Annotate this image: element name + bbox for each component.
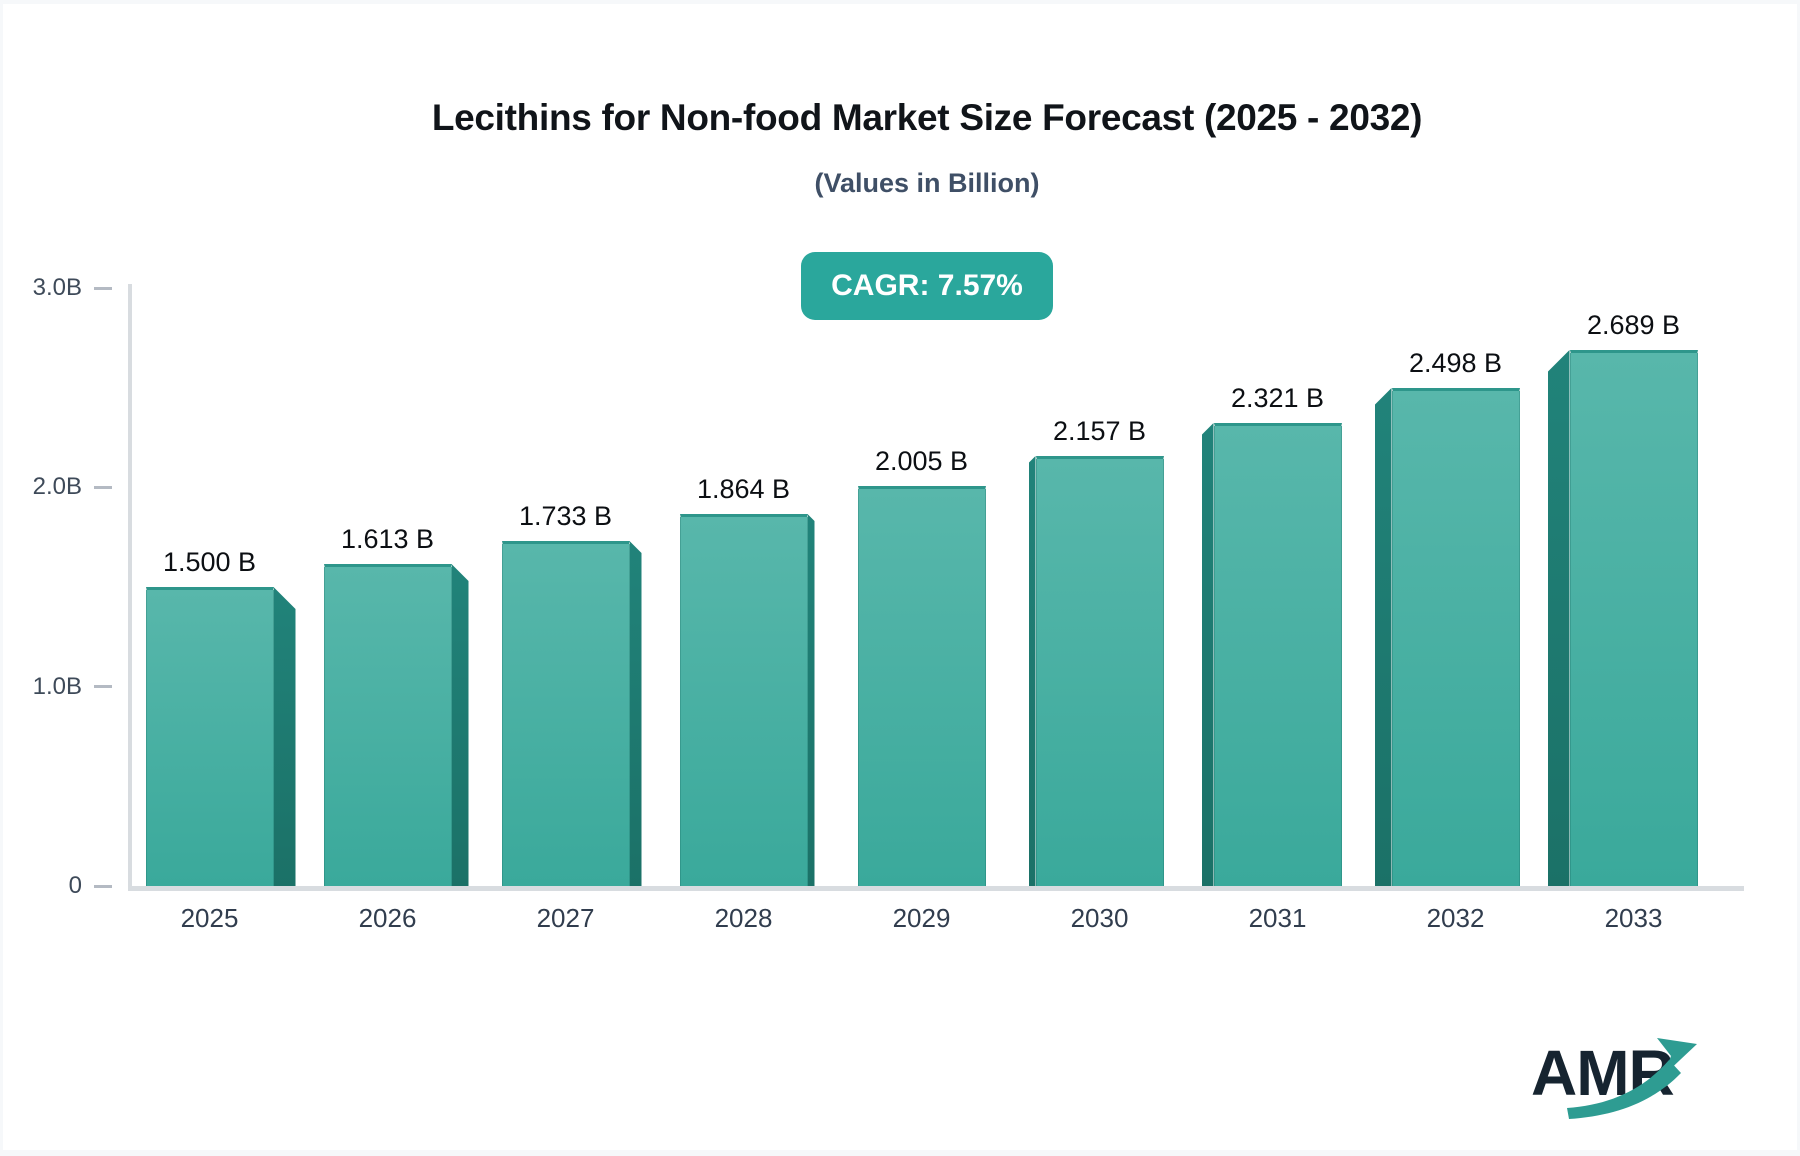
bar-2029 — [857, 486, 986, 886]
x-axis-baseline — [128, 886, 1744, 891]
page-frame-left — [0, 0, 3, 1156]
bar-value-label-2031: 2.321 B — [1230, 383, 1325, 413]
bar-2027 — [501, 541, 630, 886]
x-tick-label-2027: 2027 — [536, 903, 595, 933]
bar-side-2027 — [629, 541, 642, 886]
x-tick-label-2031: 2031 — [1248, 903, 1307, 933]
bar-2028 — [679, 514, 808, 886]
bar-side-2032 — [1374, 388, 1392, 886]
amr-logo: AMR — [1531, 1037, 1697, 1119]
x-tick-label-2028: 2028 — [714, 903, 773, 933]
bar-value-label-2032: 2.498 B — [1408, 348, 1503, 378]
page-frame-top — [0, 0, 1800, 4]
bar-value-label-2029: 2.005 B — [874, 446, 969, 476]
bar-value-label-2026: 1.613 B — [340, 524, 435, 554]
y-tick-dash — [94, 485, 112, 489]
bar-2025 — [145, 587, 274, 886]
bar-value-label-2028: 1.864 B — [696, 474, 791, 504]
y-tick-dash — [94, 286, 112, 290]
bar-2030 — [1035, 456, 1164, 886]
y-axis-line — [128, 284, 132, 890]
x-tick-label-2029: 2029 — [892, 903, 951, 933]
cagr-badge: CAGR: 7.57% — [801, 252, 1053, 320]
bar-2026 — [323, 564, 452, 886]
amr-logo-text: AMR — [1531, 1037, 1674, 1109]
y-tick-label: 2.0B — [32, 473, 82, 501]
x-tick-label-2033: 2033 — [1604, 903, 1663, 933]
bar-side-2028 — [807, 514, 815, 886]
bar-value-label-2033: 2.689 B — [1586, 310, 1681, 340]
trending-up-arrow-icon — [1567, 1038, 1697, 1119]
bar-side-2025 — [273, 587, 296, 886]
bar-2032 — [1391, 388, 1520, 886]
bar-side-2026 — [451, 564, 469, 886]
y-tick-label: 3.0B — [32, 274, 82, 301]
page-frame-right — [1797, 0, 1800, 1156]
bar-2033 — [1569, 350, 1698, 886]
x-tick-label-2025: 2025 — [180, 903, 239, 933]
chart-subtitle: (Values in Billion) — [814, 168, 1040, 198]
y-tick-dash — [94, 685, 112, 689]
x-tick-label-2030: 2030 — [1070, 903, 1129, 933]
chart-title: Lecithins for Non-food Market Size Forec… — [431, 97, 1423, 138]
x-tick-label-2026: 2026 — [358, 903, 417, 933]
page-frame-bottom — [0, 1150, 1800, 1156]
y-tick-dash — [94, 884, 112, 888]
bar-value-label-2030: 2.157 B — [1052, 416, 1147, 446]
bar-value-label-2025: 1.500 B — [162, 547, 257, 577]
bar-value-label-2027: 1.733 B — [518, 501, 613, 531]
x-tick-label-2032: 2032 — [1426, 903, 1485, 933]
y-tick-label: 0 — [68, 872, 82, 899]
bar-side-2031 — [1201, 423, 1214, 886]
bar-side-2033 — [1547, 350, 1570, 886]
y-tick-label: 1.0B — [32, 672, 82, 700]
bar-2031 — [1213, 423, 1342, 886]
bar-side-2030 — [1028, 456, 1036, 886]
cagr-badge-band: CAGR: 7.57% — [55, 252, 1799, 320]
